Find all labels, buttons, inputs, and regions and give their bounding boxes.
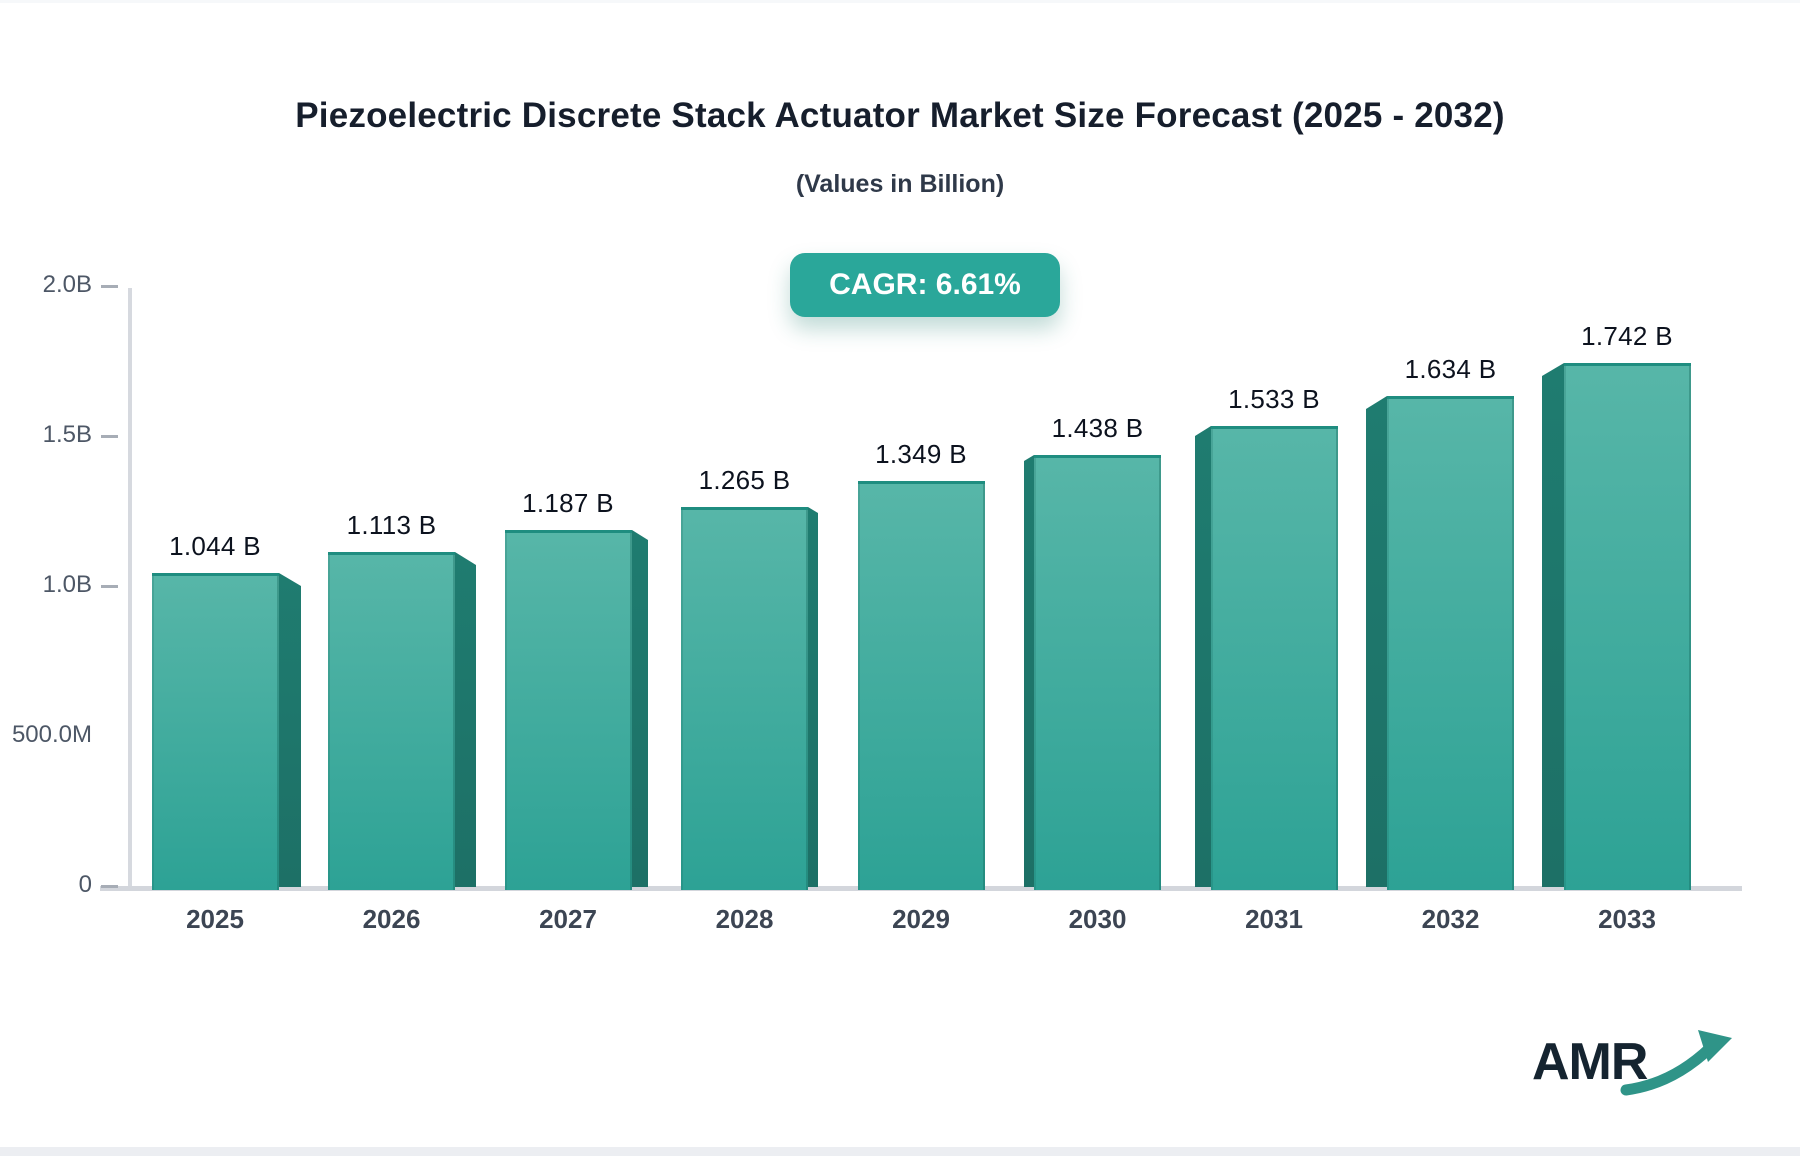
bar-value-label: 1.742 B: [1581, 321, 1673, 351]
y-tick-label: 500.0M: [11, 721, 92, 748]
x-axis-label-2033: 2033: [1598, 904, 1656, 934]
chart-title: Piezoelectric Discrete Stack Actuator Ma…: [295, 96, 1505, 135]
bar-value-label: 1.113 B: [346, 510, 437, 540]
bar-2026[interactable]: [328, 552, 455, 890]
amr-logo-text: AMR: [1532, 1033, 1648, 1091]
bar-value-label: 1.044 B: [169, 531, 261, 561]
bar-2028[interactable]: [681, 507, 808, 890]
cagr-badge: CAGR: 6.61%: [790, 253, 1060, 317]
bar-value-label: 1.349 B: [875, 439, 967, 469]
y-tick-label: 0: [78, 871, 92, 898]
bar-2031[interactable]: [1211, 426, 1338, 890]
y-tick-mark: [101, 435, 118, 438]
x-axis-label-2029: 2029: [892, 904, 950, 934]
amr-logo: AMR: [1532, 1030, 1732, 1112]
chart-subtitle: (Values in Billion): [795, 170, 1005, 198]
bar-value-label: 1.438 B: [1051, 413, 1144, 443]
bar-value-label: 1.265 B: [698, 465, 791, 495]
x-axis-label-2030: 2030: [1068, 904, 1127, 934]
bar-side-face: [455, 552, 476, 887]
y-tick-mark: [101, 285, 118, 288]
growth-arrow-icon: [1620, 1030, 1732, 1096]
bar-2027[interactable]: [505, 530, 632, 890]
y-tick-label: 1.0B: [42, 571, 92, 598]
y-tick-label: 2.0B: [42, 271, 92, 298]
bar-2025[interactable]: [152, 573, 279, 890]
bar-value-label: 1.634 B: [1404, 354, 1497, 384]
bar-2033[interactable]: [1564, 363, 1691, 890]
bar-side-face: [279, 573, 301, 887]
y-axis-line: [128, 288, 132, 890]
x-axis-label-2025: 2025: [186, 904, 244, 934]
bar-2029[interactable]: [858, 481, 985, 890]
x-axis-label-2028: 2028: [715, 904, 774, 934]
bar-side-face: [1542, 363, 1564, 887]
x-axis-label-2026: 2026: [362, 904, 421, 934]
bar-2032[interactable]: [1387, 396, 1514, 890]
x-axis-label-2027: 2027: [539, 904, 597, 934]
y-tick-mark: [101, 885, 118, 888]
bar-side-face: [1366, 396, 1387, 887]
bar-side-face: [808, 507, 818, 887]
bar-side-face: [1024, 455, 1034, 887]
bar-side-face: [1195, 426, 1211, 887]
x-axis-label-2032: 2032: [1421, 904, 1480, 934]
x-axis-label-2031: 2031: [1245, 904, 1303, 934]
y-tick-mark: [101, 585, 118, 588]
bar-2030[interactable]: [1034, 455, 1161, 890]
bar-side-face: [632, 530, 648, 887]
top-edge-divider: [0, 0, 1800, 3]
bar-value-label: 1.187 B: [522, 488, 614, 518]
bottom-edge-divider: [0, 1147, 1800, 1156]
bar-value-label: 1.533 B: [1228, 384, 1320, 414]
y-tick-label: 1.5B: [42, 421, 92, 448]
